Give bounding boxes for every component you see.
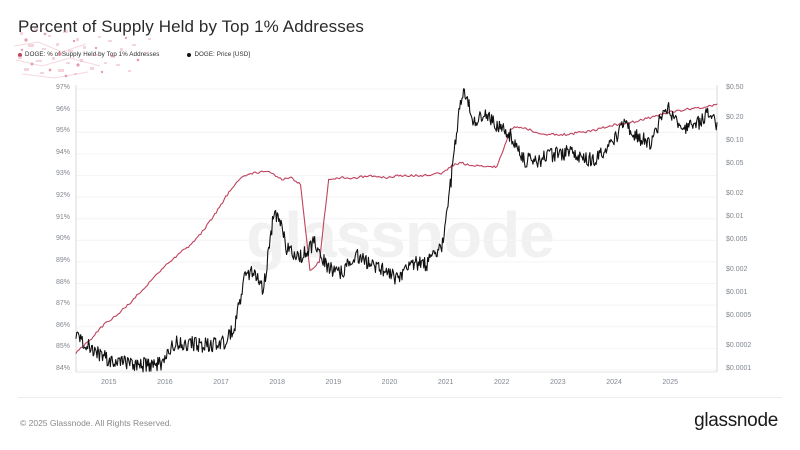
y-axis-left-tick: 88% [55,278,70,286]
x-axis-tick: 2025 [662,379,678,386]
legend-label-supply: DOGE: % of Supply Held by Top 1% Address… [25,51,160,58]
footer-divider [18,397,782,398]
copyright-text: © 2025 Glassnode. All Rights Reserved. [20,418,172,428]
y-axis-right-tick: $0.50 [726,84,744,91]
y-axis-left-tick: 85% [55,343,70,351]
y-axis-right-tick: $0.02 [726,190,744,198]
legend-item-price[interactable]: DOGE: Price [USD] [187,51,250,58]
chart-legend: DOGE: % of Supply Held by Top 1% Address… [18,51,250,58]
x-axis-tick: 2016 [157,379,173,386]
dot-icon [18,52,22,57]
y-axis-right-tick: $0.05 [726,159,744,167]
chart-plot-area: glassnode 84% 85% 86% 87% 88% 89% 90% 91% 92% 93%… [0,78,800,386]
y-axis-left-tick: 90% [55,235,70,243]
y-axis-right-tick: $0.0001 [726,365,752,372]
y-axis-right-tick: $0.0002 [726,342,752,350]
brand-logo: glassnode [694,410,778,431]
y-axis-left-tick: 97% [55,84,70,91]
y-axis-right-tick: $0.0005 [726,311,752,319]
y-axis-left-tick: 94% [55,148,70,156]
y-axis-left-tick: 96% [55,105,70,113]
price-series-line [75,88,718,373]
x-axis-tick: 2017 [213,379,229,386]
y-axis-right-tick: $0.001 [726,289,748,297]
grid-lines [76,88,717,371]
legend-label-price: DOGE: Price [USD] [194,51,251,58]
y-axis-left-tick: 93% [55,170,70,178]
y-axis-left-tick: 84% [55,365,70,372]
y-axis-left-tick: 92% [55,192,70,200]
dot-icon [187,52,192,57]
chart-svg [75,85,718,373]
x-axis-tick: 2022 [493,379,510,386]
y-axis-right-tick: $0.005 [726,235,748,243]
y-axis-right-tick: $0.002 [726,266,748,274]
supply-series-line [75,103,718,354]
y-axis-left-tick: 86% [55,321,70,329]
y-axis-left-tick: 89% [55,256,70,264]
y-axis-right-tick: $0.20 [726,114,744,122]
x-axis-tick: 2020 [381,379,398,386]
y-axis-right-tick: $0.01 [726,213,744,221]
y-axis-left-tick: 95% [55,127,70,135]
x-axis-tick: 2018 [269,379,285,386]
x-axis-tick: 2024 [606,379,622,386]
y-axis-right-tick: $0.10 [726,137,744,145]
y-axis-left-tick: 87% [55,300,70,308]
x-axis-tick: 2023 [550,379,566,386]
x-axis-tick: 2015 [100,379,117,386]
legend-item-supply[interactable]: DOGE: % of Supply Held by Top 1% Address… [18,51,159,58]
x-axis-tick: 2019 [325,379,342,386]
y-axis-left-tick: 91% [55,213,70,221]
page-title: Percent of Supply Held by Top 1% Address… [18,17,364,36]
x-axis-tick: 2021 [437,379,454,386]
